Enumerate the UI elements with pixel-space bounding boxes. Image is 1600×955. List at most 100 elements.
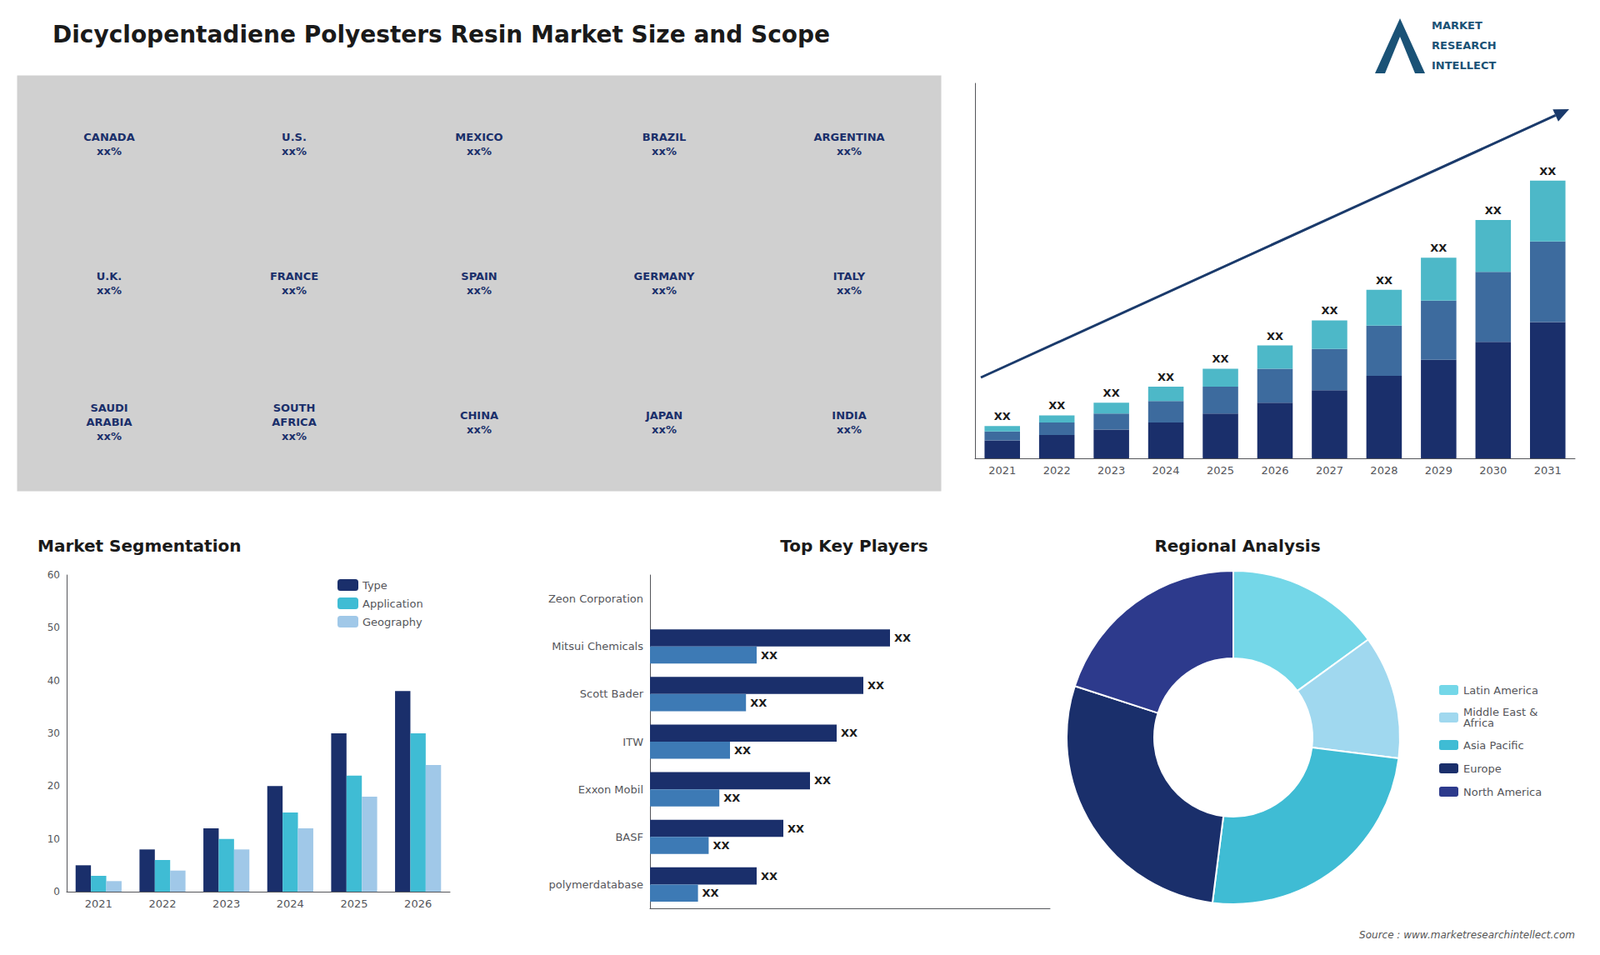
svg-text:Zeon Corporation: Zeon Corporation <box>548 592 644 605</box>
svg-text:xx%: xx% <box>466 284 492 297</box>
svg-text:xx%: xx% <box>836 423 862 436</box>
svg-text:XX: XX <box>1048 399 1065 412</box>
svg-text:10: 10 <box>47 833 60 845</box>
svg-text:2025: 2025 <box>340 897 368 910</box>
svg-text:XX: XX <box>760 649 778 662</box>
svg-text:2027: 2027 <box>1315 464 1344 477</box>
svg-text:XX: XX <box>1320 304 1338 317</box>
svg-text:ITW: ITW <box>622 735 644 749</box>
svg-text:ARABIA: ARABIA <box>86 415 133 429</box>
svg-text:Scott Bader: Scott Bader <box>580 687 645 700</box>
svg-text:SAUDI: SAUDI <box>90 401 128 415</box>
svg-text:2021: 2021 <box>85 897 113 910</box>
svg-text:Asia Pacific: Asia Pacific <box>1463 739 1525 752</box>
svg-text:xx%: xx% <box>281 430 307 443</box>
svg-text:30: 30 <box>47 727 60 740</box>
svg-text:AFRICA: AFRICA <box>271 415 316 429</box>
svg-text:INDIA: INDIA <box>831 409 866 422</box>
svg-text:XX: XX <box>723 791 740 805</box>
svg-text:Regional Analysis: Regional Analysis <box>1154 535 1320 556</box>
svg-text:2022: 2022 <box>148 897 176 910</box>
svg-text:XX: XX <box>840 726 858 740</box>
svg-text:50: 50 <box>47 621 60 634</box>
svg-text:xx%: xx% <box>466 423 492 436</box>
svg-text:XX: XX <box>1103 386 1120 400</box>
svg-text:Market Segmentation: Market Segmentation <box>37 535 242 556</box>
svg-text:XX: XX <box>814 774 831 787</box>
svg-text:ITALY: ITALY <box>833 270 866 283</box>
svg-text:2031: 2031 <box>1534 464 1562 477</box>
svg-text:CANADA: CANADA <box>83 130 135 144</box>
svg-text:MEXICO: MEXICO <box>455 130 503 144</box>
svg-text:Dicyclopentadiene Polyesters R: Dicyclopentadiene Polyesters Resin Marke… <box>52 20 830 49</box>
svg-text:XX: XX <box>894 631 911 645</box>
svg-text:2028: 2028 <box>1370 464 1398 477</box>
svg-text:GERMANY: GERMANY <box>634 270 695 283</box>
svg-text:2024: 2024 <box>1152 464 1180 477</box>
svg-text:Latin America: Latin America <box>1463 684 1539 697</box>
svg-text:xx%: xx% <box>836 145 862 158</box>
svg-text:XX: XX <box>1266 330 1284 343</box>
svg-text:SPAIN: SPAIN <box>460 270 497 283</box>
svg-text:XX: XX <box>712 839 730 852</box>
svg-text:2024: 2024 <box>276 897 305 910</box>
svg-text:40: 40 <box>47 675 60 687</box>
svg-text:U.K.: U.K. <box>96 270 123 283</box>
svg-text:XX: XX <box>1375 274 1393 287</box>
svg-text:XX: XX <box>1430 241 1447 255</box>
svg-text:Application: Application <box>362 597 424 610</box>
svg-text:2026: 2026 <box>1260 464 1289 477</box>
svg-text:Exxon Mobil: Exxon Mobil <box>578 783 644 796</box>
svg-text:2029: 2029 <box>1425 464 1453 477</box>
svg-text:ARGENTINA: ARGENTINA <box>813 130 885 144</box>
svg-text:XX: XX <box>1485 204 1502 217</box>
svg-text:xx%: xx% <box>96 284 122 297</box>
svg-text:2023: 2023 <box>212 897 240 910</box>
svg-text:polymerdatabase: polymerdatabase <box>548 878 644 891</box>
svg-text:BASF: BASF <box>615 830 644 844</box>
svg-text:XX: XX <box>760 870 778 883</box>
svg-text:xx%: xx% <box>836 284 862 297</box>
svg-text:XX: XX <box>787 822 805 835</box>
svg-text:xx%: xx% <box>651 284 677 297</box>
svg-text:MARKET: MARKET <box>1431 19 1483 32</box>
svg-text:XX: XX <box>702 886 720 900</box>
svg-text:2026: 2026 <box>404 897 432 910</box>
svg-text:xx%: xx% <box>651 145 677 158</box>
svg-text:0: 0 <box>53 885 60 898</box>
svg-text:RESEARCH: RESEARCH <box>1431 39 1497 52</box>
svg-text:U.S.: U.S. <box>281 130 307 144</box>
svg-text:XX: XX <box>867 679 885 692</box>
svg-text:2022: 2022 <box>1043 464 1071 477</box>
svg-text:Top Key Players: Top Key Players <box>780 535 928 556</box>
svg-text:Africa: Africa <box>1463 716 1495 730</box>
svg-text:xx%: xx% <box>281 284 307 297</box>
svg-text:Europe: Europe <box>1463 762 1502 775</box>
svg-text:Mitsui Chemicals: Mitsui Chemicals <box>551 640 644 653</box>
svg-text:XX: XX <box>750 696 767 710</box>
svg-text:xx%: xx% <box>96 430 122 443</box>
svg-text:BRAZIL: BRAZIL <box>642 130 687 144</box>
svg-text:xx%: xx% <box>466 145 492 158</box>
svg-text:XX: XX <box>1212 352 1230 365</box>
svg-text:FRANCE: FRANCE <box>270 270 319 283</box>
svg-text:2023: 2023 <box>1097 464 1125 477</box>
svg-text:2030: 2030 <box>1479 464 1507 477</box>
svg-text:North America: North America <box>1463 785 1542 799</box>
svg-text:XX: XX <box>1157 370 1175 384</box>
svg-text:20: 20 <box>47 780 60 792</box>
svg-text:JAPAN: JAPAN <box>645 409 683 422</box>
svg-text:60: 60 <box>47 569 60 581</box>
svg-text:CHINA: CHINA <box>460 409 499 422</box>
svg-text:Geography: Geography <box>362 615 423 629</box>
svg-text:XX: XX <box>994 410 1011 423</box>
svg-text:INTELLECT: INTELLECT <box>1431 59 1496 72</box>
svg-text:2021: 2021 <box>988 464 1016 477</box>
svg-text:xx%: xx% <box>651 423 677 436</box>
svg-text:Type: Type <box>361 579 388 592</box>
svg-text:2025: 2025 <box>1206 464 1235 477</box>
svg-text:XX: XX <box>1539 165 1556 178</box>
svg-text:xx%: xx% <box>281 145 307 158</box>
svg-text:XX: XX <box>734 744 751 757</box>
svg-text:xx%: xx% <box>96 145 122 158</box>
